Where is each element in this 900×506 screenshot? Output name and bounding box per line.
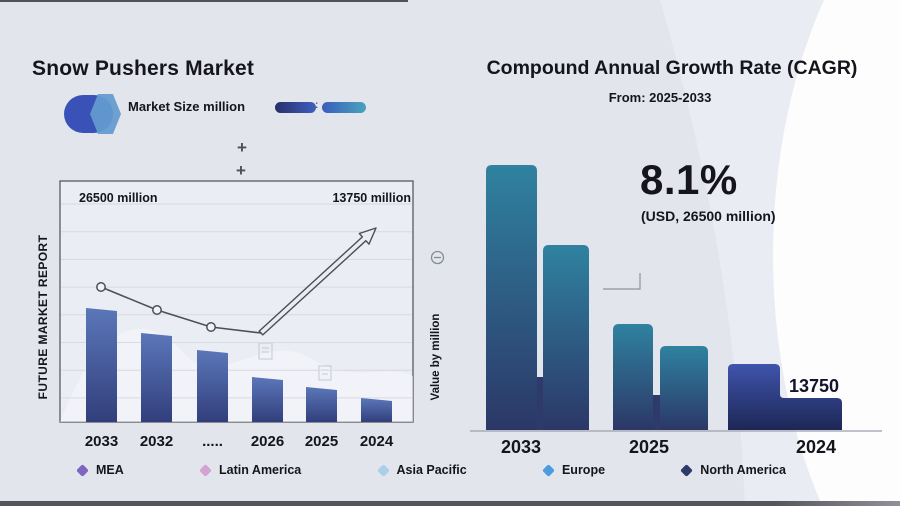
- cagr-bar-group-2024: [728, 364, 842, 430]
- legend-diamond-icon: [199, 463, 212, 477]
- plus-mark-icon: +: [237, 138, 247, 157]
- legend-item-europe: Europe: [542, 463, 606, 477]
- page-title: Snow Pushers Market: [32, 57, 255, 80]
- market-bar-.....: [197, 350, 228, 422]
- trend-marker: [206, 322, 216, 332]
- x-tick-label: 2033: [501, 437, 541, 457]
- market-bar-2024: [361, 398, 392, 422]
- trend-line-and-arrow: [96, 227, 377, 336]
- plus-mark-icon: +: [236, 161, 246, 180]
- cagr-value: 8.1%: [640, 156, 738, 203]
- legend-label: Asia Pacific: [396, 463, 467, 477]
- market-bar-2026: [252, 377, 283, 422]
- bar-group-bridge: [653, 395, 660, 430]
- market-size-label: Market Size million: [128, 99, 246, 114]
- x-axis-labels: 2033 2032..... 2026 2025 2024: [85, 433, 394, 450]
- cagr-bar-chart: 2033 2025 2024 13750: [470, 165, 882, 457]
- ratio-pill-left: [275, 102, 316, 113]
- annotation-max-value: 26500 million: [79, 191, 158, 205]
- legend-diamond-icon: [542, 463, 555, 477]
- x-tick-label: 2024: [360, 433, 394, 450]
- cagr-bar-group-2033: [486, 165, 537, 430]
- trend-marker: [152, 305, 162, 315]
- cagr-bar-group-2025: [613, 324, 653, 430]
- gridlines: [61, 203, 412, 399]
- y-axis-label: Value by million: [430, 313, 442, 401]
- x-tick-label: 2025: [305, 433, 338, 450]
- legend-label: Latin America: [219, 463, 302, 477]
- value-callout: 13750: [789, 376, 839, 396]
- trend-marker: [96, 282, 106, 292]
- annotation-min-value: 13750 million: [332, 191, 411, 205]
- legend-diamond-icon: [76, 463, 89, 477]
- cagr-caption: (USD, 26500 million): [641, 208, 776, 224]
- legend-label: Europe: [561, 463, 606, 477]
- x-tick-label: 2025: [629, 437, 669, 457]
- market-bar-2033: [86, 308, 117, 422]
- x-tick-label: .....: [202, 433, 223, 450]
- market-bar-2025: [306, 387, 337, 422]
- ratio-pill-right: [322, 102, 366, 113]
- bottom-edge-bar: [0, 501, 900, 506]
- cagr-period: From: 2025-2033: [608, 90, 712, 105]
- market-size-bar-chart: 26500 million 13750 million 2033 2032....…: [59, 180, 414, 450]
- market-bar-2032: [141, 333, 172, 422]
- cagr-bar-group-2033: [543, 245, 589, 430]
- legend-diamond-icon: [376, 463, 390, 477]
- top-edge-bar: [0, 0, 408, 2]
- step-mark-decor: [603, 273, 641, 290]
- x-axis-labels: 2033 2025 2024: [501, 437, 836, 457]
- x-tick-label: 2026: [251, 433, 284, 450]
- bar-group-bridge: [537, 377, 543, 430]
- growth-arrow: [258, 227, 377, 336]
- watermark-vertical-label: FUTURE MARKET REPORT: [36, 234, 50, 400]
- cagr-title: Compound Annual Growth Rate (CAGR): [486, 57, 858, 79]
- market-size-icon: [64, 94, 122, 134]
- cagr-bar-group-2025: [660, 346, 708, 430]
- trend-line: [100, 286, 262, 334]
- legend-label: North America: [700, 463, 786, 477]
- x-tick-label: 2033: [85, 433, 118, 450]
- bar-groups: [486, 165, 842, 430]
- bar-series: [86, 308, 392, 422]
- ratio-separator: :: [315, 100, 319, 111]
- legend-item-mea: MEA: [76, 463, 124, 477]
- legend-item-asia-pacific: Asia Pacific: [376, 463, 467, 477]
- minus-circle-icon: [430, 250, 445, 265]
- legend-item-latin-america: Latin America: [199, 463, 302, 477]
- x-tick-label: 2032: [140, 433, 173, 450]
- legend-diamond-icon: [680, 463, 694, 477]
- callout-and-step-mark: 13750: [603, 273, 839, 396]
- legend-item-north-america: North America: [680, 463, 786, 477]
- x-tick-label: 2024: [796, 437, 836, 457]
- region-legend: MEA Latin America Asia Pacific Europe North …: [76, 463, 786, 477]
- legend-label: MEA: [96, 463, 124, 477]
